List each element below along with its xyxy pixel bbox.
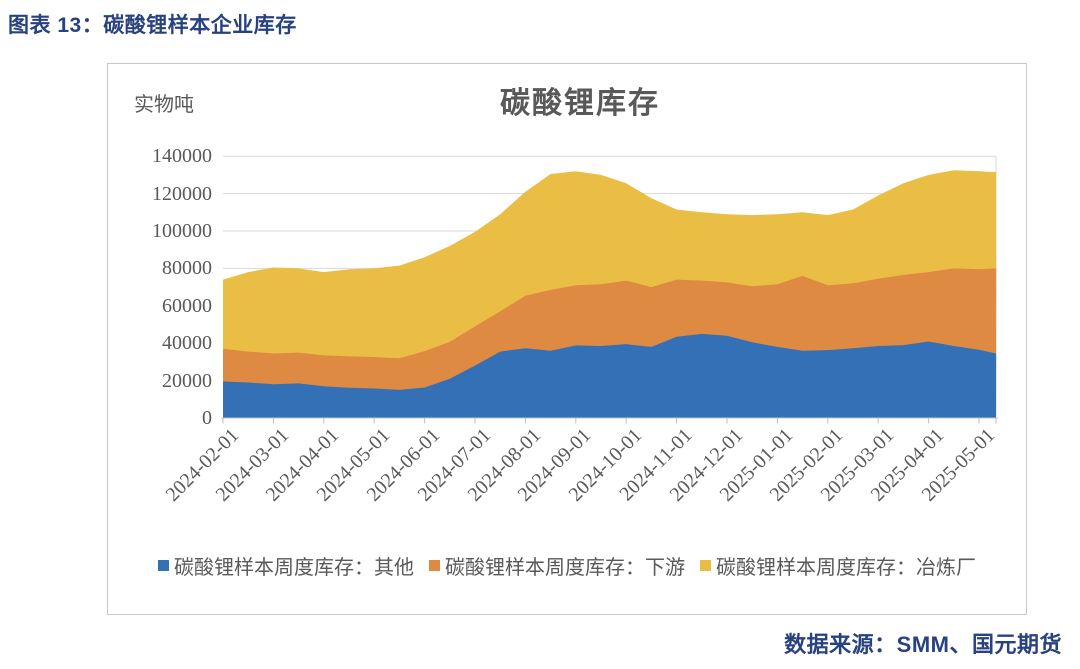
legend-item: 碳酸锂样本周度库存：下游 xyxy=(429,551,685,580)
y-tick-label: 140000 xyxy=(152,145,212,168)
y-tick-label: 40000 xyxy=(162,332,212,355)
chart-title: 碳酸锂库存 xyxy=(500,87,660,120)
chart-legend: 碳酸锂样本周度库存：其他 碳酸锂样本周度库存：下游 碳酸锂样本周度库存：冶炼厂 xyxy=(108,551,1026,580)
y-tick-label: 80000 xyxy=(162,257,212,280)
area-series-1 xyxy=(223,333,997,418)
y-tick-label: 100000 xyxy=(152,220,212,242)
legend-swatch-icon xyxy=(158,560,169,571)
legend-label: 碳酸锂样本周度库存：冶炼厂 xyxy=(716,557,976,579)
legend-item: 碳酸锂样本周度库存：冶炼厂 xyxy=(700,551,976,580)
legend-label: 碳酸锂样本周度库存：其他 xyxy=(174,557,414,579)
legend-swatch-icon xyxy=(700,560,711,571)
plot-area xyxy=(221,155,998,424)
legend-label: 碳酸锂样本周度库存：下游 xyxy=(445,557,685,579)
y-tick-label: 20000 xyxy=(162,369,212,392)
y-tick-label: 120000 xyxy=(152,182,212,205)
data-source-note: 数据来源：SMM、国元期货 xyxy=(784,632,1062,657)
legend-swatch-icon xyxy=(429,560,440,571)
legend-item: 碳酸锂样本周度库存：其他 xyxy=(158,551,414,580)
y-tick-label: 60000 xyxy=(162,294,212,317)
y-axis-unit-label: 实物吨 xyxy=(134,94,194,116)
y-tick-label: 0 xyxy=(202,407,212,429)
chart-container: 实物吨 碳酸锂库存 0 20000 40000 60000 80000 100000 120… xyxy=(107,63,1027,615)
figure-caption: 图表 13：碳酸锂样本企业库存 xyxy=(8,14,297,37)
